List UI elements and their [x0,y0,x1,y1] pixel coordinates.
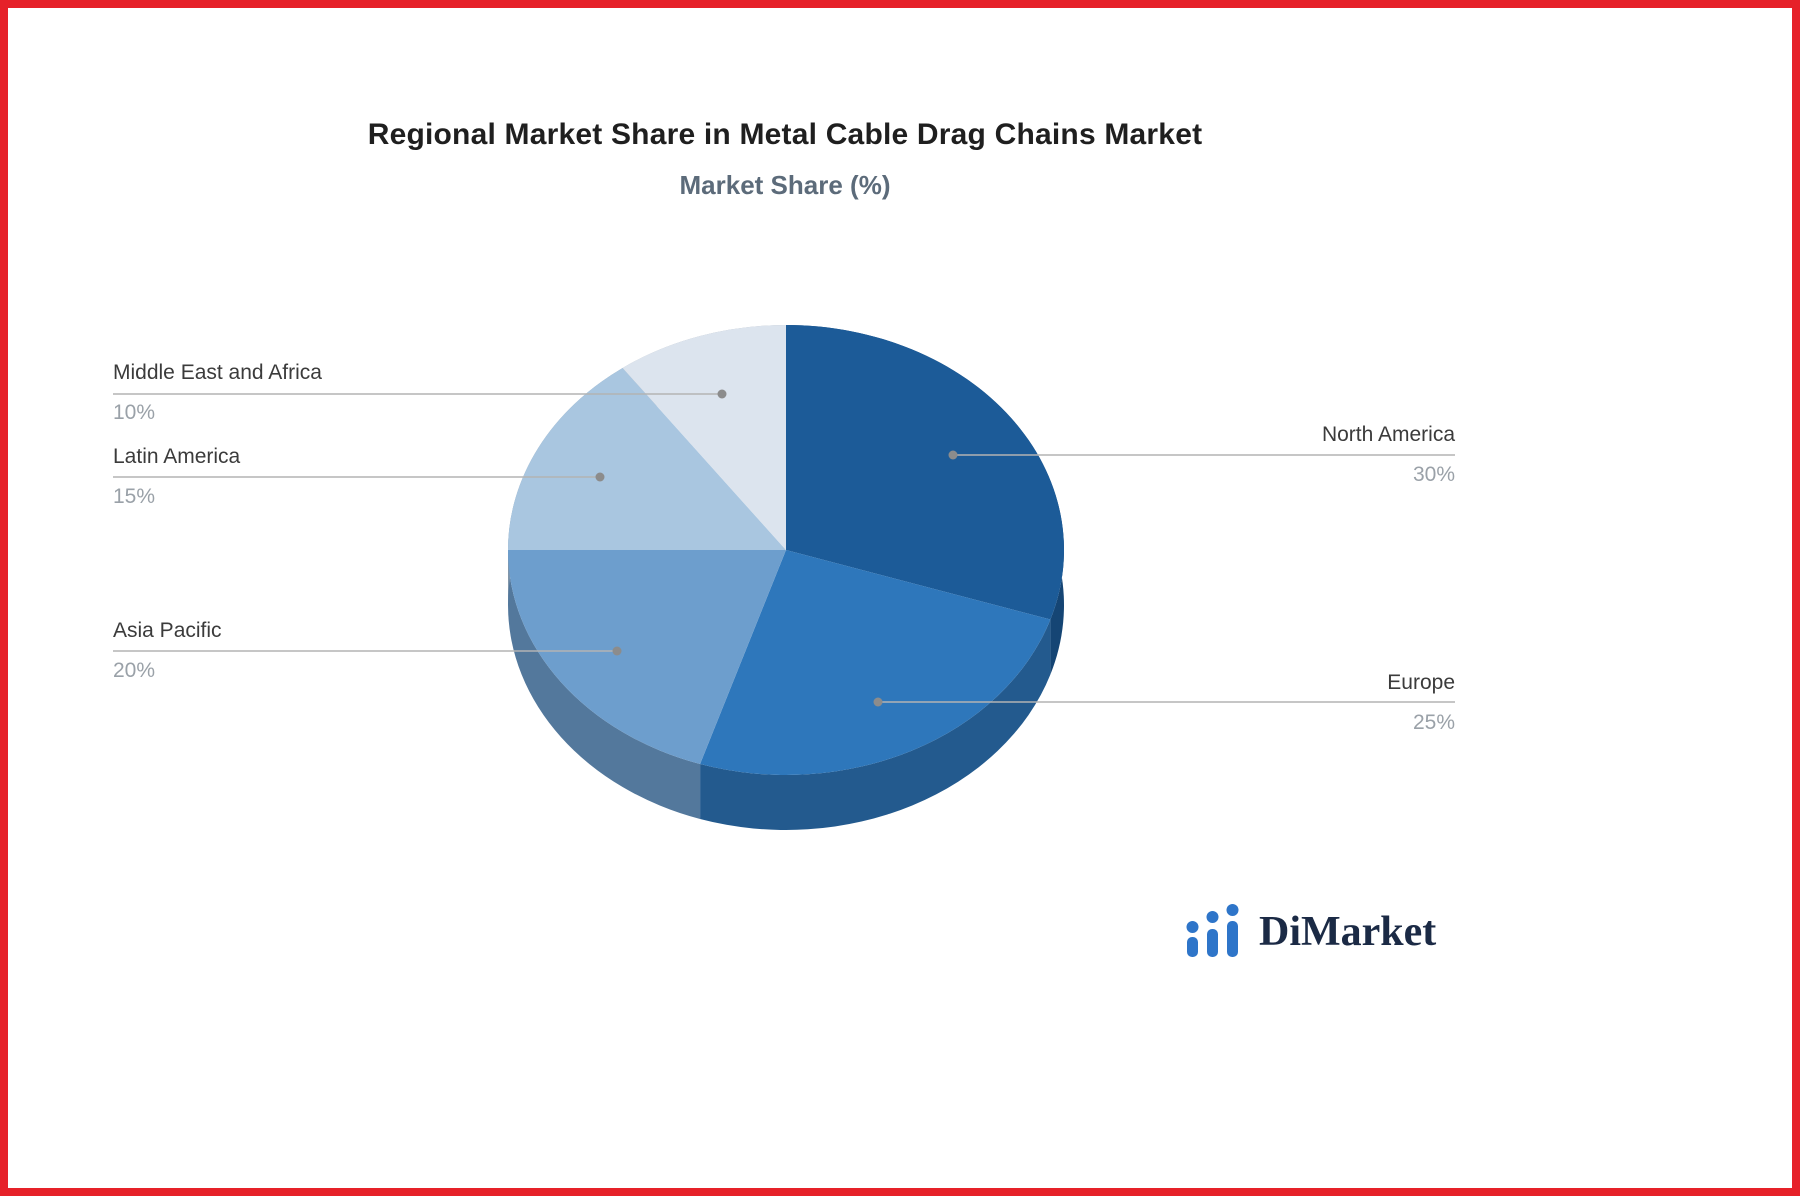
brand-logo: DiMarket [1183,903,1436,961]
slice-label: North America [1321,423,1455,446]
chart-title: Regional Market Share in Metal Cable Dra… [367,118,1203,151]
callout-north-america: North America 30% [1322,422,1455,488]
slice-value: 20% [113,659,156,682]
pie-slice-side [508,550,701,819]
bar-chart-icon [1186,904,1239,957]
pie-slice-middle-east-and-africa[interactable] [622,325,786,550]
callout-latin-america: Latin America 15% [113,444,240,510]
slice-value: 25% [1412,711,1455,734]
pie-slice-europe[interactable] [700,550,1051,775]
pie-slice-side [700,619,1051,830]
slice-label: Europe [1387,671,1455,694]
chart-header: Regional Market Share in Metal Cable Dra… [0,0,1570,201]
slice-value: 15% [113,485,156,508]
pie-slice-north-america[interactable] [786,325,1064,620]
slice-value: 10% [113,401,156,424]
leader-asia-pacific [113,646,622,656]
slice-label: Latin America [113,445,241,468]
leader-europe [873,697,1455,707]
pie-slice-asia-pacific[interactable] [508,550,786,764]
chart-subtitle: Market Share (%) [679,170,891,200]
callout-lines [113,389,1455,707]
brand-logo-text: DiMarket [1259,909,1437,955]
pie-slices-group [508,325,1064,830]
leader-middle-east-and-africa [113,389,727,399]
leader-north-america [948,450,1455,460]
pie-slice-latin-america[interactable] [508,367,786,550]
callout-asia-pacific: Asia Pacific 20% [113,618,222,684]
slice-label: Middle East and Africa [113,361,322,384]
leader-latin-america [113,472,605,482]
callout-europe: Europe 25% [1387,670,1455,736]
callout-middle-east-and-africa: Middle East and Africa 10% [113,360,322,426]
slice-value: 30% [1412,463,1455,486]
slice-label: Asia Pacific [113,619,222,642]
